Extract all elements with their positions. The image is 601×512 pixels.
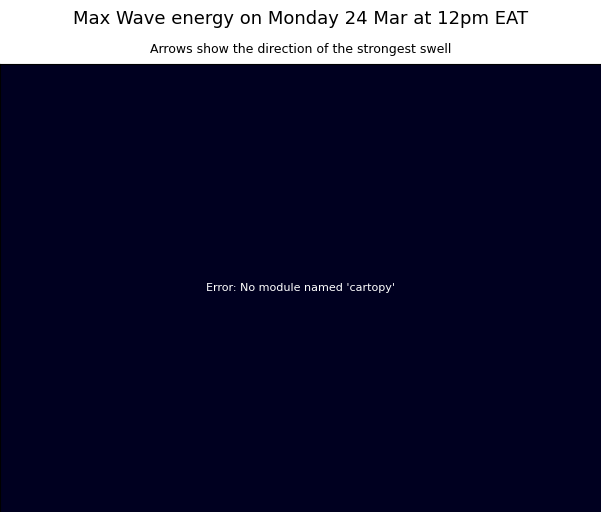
Text: Max Wave energy on Monday 24 Mar at 12pm EAT: Max Wave energy on Monday 24 Mar at 12pm…: [73, 10, 528, 28]
Text: Arrows show the direction of the strongest swell: Arrows show the direction of the stronge…: [150, 44, 451, 56]
Text: Error: No module named 'cartopy': Error: No module named 'cartopy': [206, 283, 395, 293]
